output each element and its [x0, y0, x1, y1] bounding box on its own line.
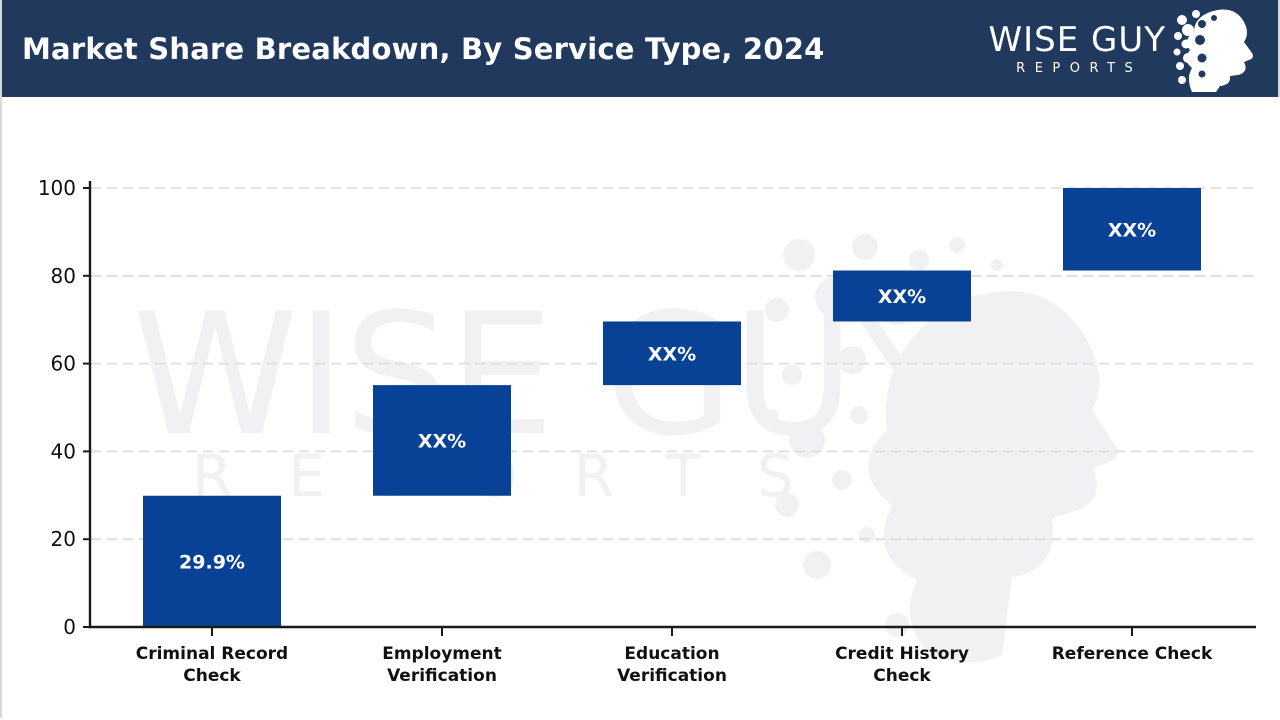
- chart-canvas: WISE GUY REPORTS 0 20 40 60 80 100 29.9% XX% XX%…: [2, 97, 1280, 720]
- x-category-label: Verification: [617, 666, 727, 686]
- header-banner: Market Share Breakdown, By Service Type,…: [2, 0, 1278, 97]
- x-category-label: Criminal Record: [136, 644, 288, 664]
- x-category-label: Employment: [382, 644, 502, 664]
- page-title: Market Share Breakdown, By Service Type,…: [22, 31, 825, 66]
- y-tick-label: 60: [51, 352, 76, 376]
- x-category-label: Education: [624, 644, 719, 664]
- bar-value-label: XX%: [1108, 219, 1156, 241]
- x-category-label: Reference Check: [1052, 644, 1213, 664]
- bar-chart: 0 20 40 60 80 100 29.9% XX% XX% XX% XX% Criminal Re…: [38, 176, 1256, 686]
- brand-logo-text: WISE GUY REPORTS: [988, 23, 1166, 75]
- y-tick-label: 20: [51, 527, 76, 551]
- y-tick-label: 80: [51, 264, 76, 288]
- bar-credit-history-check: [833, 270, 971, 322]
- y-tick-label: 100: [38, 176, 76, 200]
- bar-value-label: XX%: [648, 343, 696, 365]
- x-category-label: Verification: [387, 666, 497, 686]
- bar-value-label: XX%: [878, 286, 926, 308]
- x-category-label: Check: [183, 666, 241, 686]
- watermark-head-icon: [765, 234, 1118, 663]
- y-tick-label: 40: [51, 439, 76, 463]
- brand-name: WISE GUY: [988, 19, 1166, 60]
- y-tick-label: 0: [63, 615, 76, 639]
- bar-value-label: 29.9%: [179, 551, 245, 573]
- brand-logo: WISE GUY REPORTS: [988, 6, 1260, 92]
- bar-reference-check: [1063, 188, 1201, 271]
- x-category-label: Check: [873, 666, 931, 686]
- x-category-label: Credit History: [835, 644, 969, 664]
- brand-subtitle: REPORTS: [1016, 60, 1143, 76]
- bar-education-verification: [603, 321, 741, 386]
- bar-value-label: XX%: [418, 430, 466, 452]
- brand-head-icon: [1173, 9, 1253, 92]
- bar-employment-verification: [373, 385, 511, 496]
- bar-criminal-record-check: [143, 495, 281, 627]
